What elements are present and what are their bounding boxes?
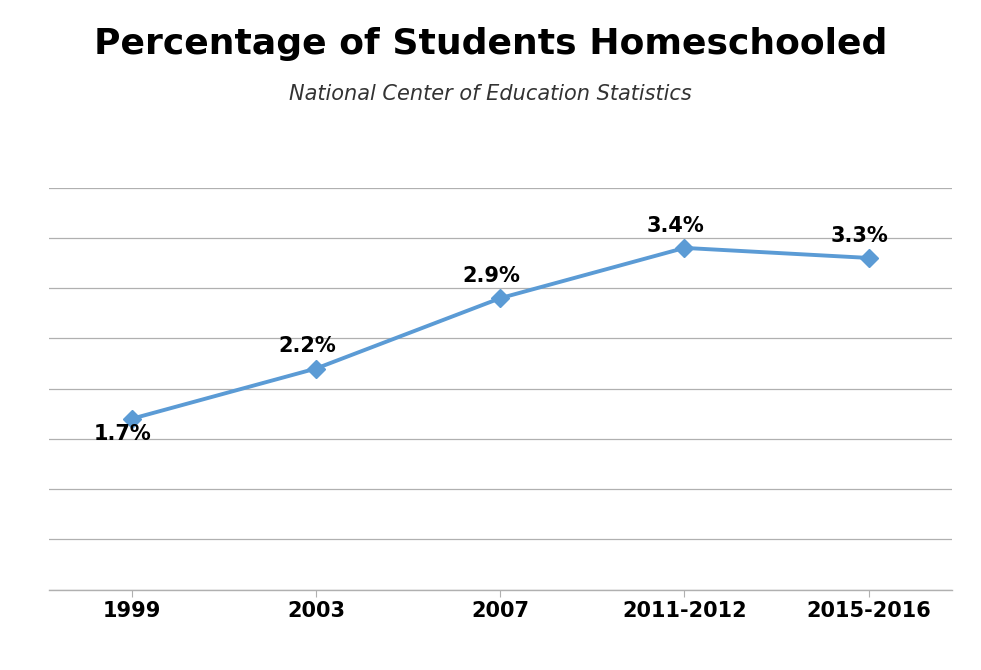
- Text: Percentage of Students Homeschooled: Percentage of Students Homeschooled: [94, 27, 887, 61]
- Text: National Center of Education Statistics: National Center of Education Statistics: [289, 84, 692, 104]
- Text: 3.4%: 3.4%: [646, 216, 704, 236]
- Text: 3.3%: 3.3%: [831, 226, 889, 246]
- Text: 2.2%: 2.2%: [278, 336, 336, 356]
- Text: 1.7%: 1.7%: [94, 424, 152, 444]
- Text: 2.9%: 2.9%: [462, 266, 520, 286]
